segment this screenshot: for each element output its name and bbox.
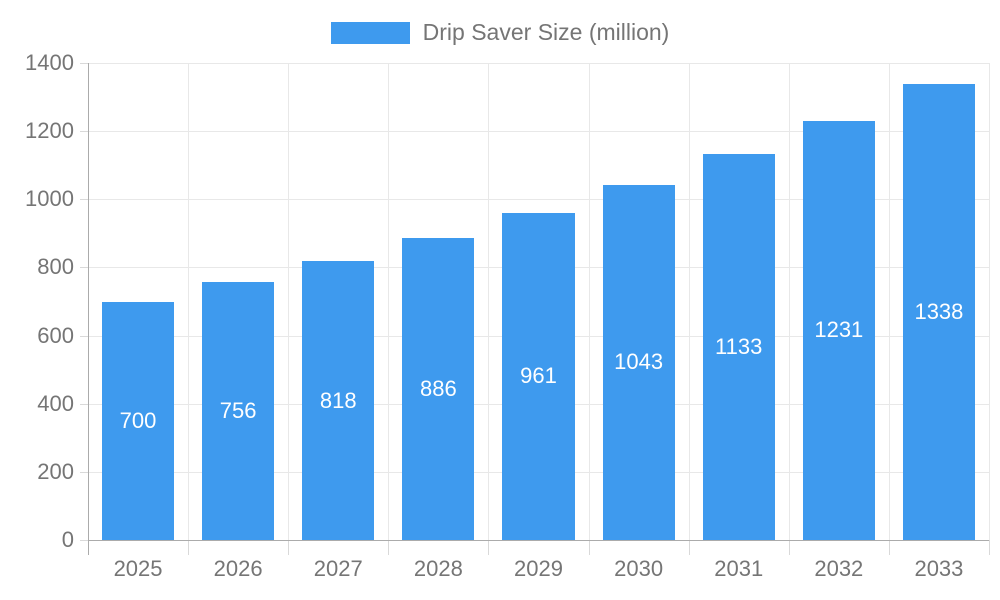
x-tick-label: 2030	[614, 556, 664, 581]
x-tick-label: 2028	[413, 556, 463, 581]
bar[interactable]: 700	[102, 301, 175, 540]
gridline-horizontal	[88, 199, 989, 201]
x-axis-tick	[588, 540, 590, 555]
x-axis-line	[88, 540, 989, 541]
x-tick-label: 2026	[213, 556, 263, 581]
bar-value-label: 1043	[614, 349, 664, 375]
bar-value-label: 961	[520, 363, 557, 389]
bar[interactable]: 1338	[902, 84, 975, 540]
legend-label: Drip Saver Size (million)	[422, 19, 670, 45]
gridline-vertical	[188, 63, 190, 540]
y-tick-label: 0	[61, 527, 74, 552]
x-axis-tick	[888, 540, 890, 555]
bar[interactable]: 1043	[602, 184, 675, 540]
gridline-vertical	[888, 63, 890, 540]
y-axis-tick	[80, 267, 88, 269]
y-tick-label: 1000	[25, 186, 74, 212]
bar[interactable]: 818	[302, 261, 375, 540]
x-axis-tick	[688, 540, 690, 555]
y-tick-label: 1200	[25, 118, 74, 144]
y-tick-label: 1400	[25, 50, 74, 75]
x-axis-tick	[989, 540, 990, 555]
y-tick-label: 400	[37, 390, 74, 416]
x-axis-tick	[288, 540, 290, 555]
bar[interactable]: 961	[502, 212, 575, 540]
x-tick-label: 2031	[714, 556, 764, 581]
legend-swatch	[330, 21, 410, 44]
gridline-vertical	[588, 63, 590, 540]
x-tick-label: 2027	[313, 556, 363, 581]
y-axis-tick	[80, 131, 88, 133]
bar-value-label: 756	[219, 398, 257, 424]
y-axis-tick	[80, 540, 88, 541]
y-axis-tick	[80, 471, 88, 473]
bar-value-label: 1231	[814, 317, 864, 343]
plot-area: 700 756 818 886 961 1043 1133 1231 1338	[80, 63, 990, 555]
y-axis-tick	[80, 63, 88, 64]
gridline-horizontal	[88, 63, 989, 64]
gridline-vertical	[989, 63, 990, 540]
y-axis-tick	[80, 335, 88, 337]
gridline-vertical	[288, 63, 290, 540]
gridline-horizontal	[88, 131, 989, 133]
bar[interactable]: 1231	[802, 120, 875, 540]
x-tick-label: 2032	[814, 556, 864, 581]
bar[interactable]: 886	[402, 238, 475, 540]
y-tick-label: 600	[37, 322, 74, 348]
bar-value-label: 700	[119, 407, 157, 433]
y-axis-tick	[80, 403, 88, 405]
bar[interactable]: 756	[202, 282, 275, 540]
y-tick-label: 800	[37, 254, 74, 280]
x-tick-label: 2025	[113, 556, 163, 581]
y-axis-tick	[80, 199, 88, 201]
bar-value-label: 1133	[715, 333, 763, 359]
gridline-vertical	[388, 63, 390, 540]
gridline-vertical	[488, 63, 490, 540]
bar-value-label: 818	[319, 387, 357, 413]
x-axis-tick	[788, 540, 790, 555]
chart-legend[interactable]: Drip Saver Size (million)	[0, 19, 1000, 46]
x-axis-labels: 2025 2026 2027 2028 2029 2030 2031 2032 2033	[88, 558, 989, 588]
y-axis-line	[88, 63, 89, 555]
y-axis-labels: 0 200 400 600 800 1000 1200 1400	[0, 52, 74, 551]
x-axis-tick	[388, 540, 390, 555]
x-tick-label: 2029	[514, 556, 563, 581]
gridline-vertical	[688, 63, 690, 540]
x-axis-tick	[188, 540, 190, 555]
bar[interactable]: 1133	[702, 153, 775, 540]
gridline-vertical	[788, 63, 790, 540]
x-axis-tick	[488, 540, 490, 555]
bar-value-label: 1338	[914, 299, 964, 325]
y-tick-label: 200	[37, 458, 74, 484]
bar-value-label: 886	[420, 376, 457, 402]
x-tick-label: 2033	[914, 556, 964, 581]
